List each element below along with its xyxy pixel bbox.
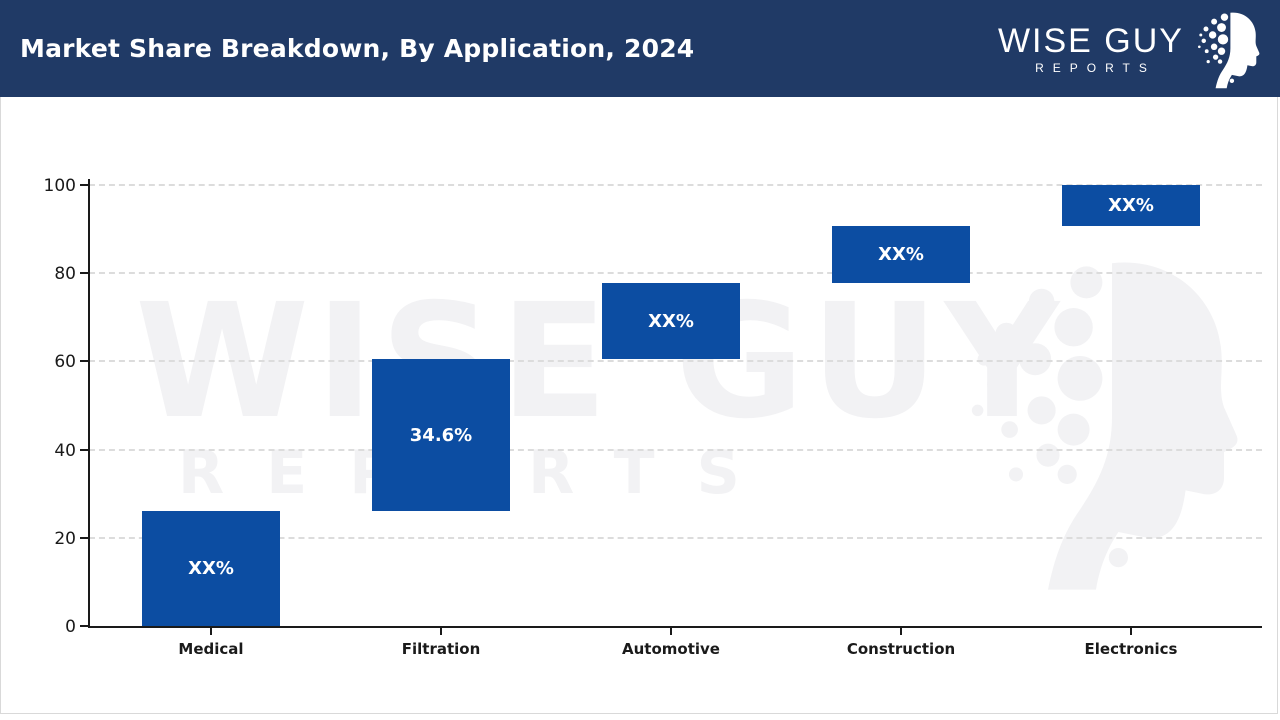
x-axis-line [88,626,1262,628]
y-axis-label-80: 80 [54,264,76,285]
bar-electronics: XX% [1062,185,1200,226]
gridline-20 [89,536,1262,539]
bar-value-label-medical: XX% [188,558,234,580]
x-tick-electronics [1130,628,1132,635]
y-axis-label-40: 40 [54,440,76,461]
bar-construction: XX% [832,225,970,284]
x-tick-construction [900,628,902,635]
y-tick-60 [80,360,88,363]
gridline-80 [89,272,1262,275]
x-axis-label-construction: Construction [846,640,956,658]
x-axis-label-medical: Medical [178,640,244,658]
y-axis-label-100: 100 [43,176,76,196]
y-tick-40 [80,448,88,451]
x-axis-label-automotive: Automotive [622,640,720,658]
bar-value-label-automotive: XX% [648,310,694,332]
page-title: Market Share Breakdown, By Application, … [20,34,695,63]
y-axis-label-20: 20 [54,528,76,549]
x-axis-label-filtration: Filtration [401,640,481,658]
bar-value-label-filtration: 34.6% [409,424,473,446]
y-tick-20 [80,536,88,539]
y-tick-80 [80,272,88,275]
y-tick-0 [80,625,88,627]
logo-wordmark: WISE GUY [997,21,1184,60]
bar-medical: XX% [142,511,280,626]
y-tick-100 [80,184,88,186]
gridline-100 [89,184,1262,186]
header-bar: Market Share Breakdown, By Application, … [0,0,1280,97]
y-axis-line [88,179,90,628]
x-tick-automotive [670,628,672,635]
gridline-40 [89,448,1262,451]
bar-filtration: 34.6% [372,358,510,512]
x-axis-label-electronics: Electronics [1084,640,1178,658]
logo-subtitle: REPORTS [1035,60,1156,75]
x-tick-medical [210,628,212,635]
y-axis-label-0: 0 [65,617,76,637]
wiseguy-logo-text: WISE GUY REPORTS [998,24,1184,74]
bar-value-label-construction: XX% [878,243,924,265]
wiseguy-logo: WISE GUY REPORTS [998,7,1260,91]
wiseguy-head-logo-icon [1197,12,1260,88]
x-tick-filtration [440,628,442,635]
bar-automotive: XX% [602,283,740,359]
bar-value-label-electronics: XX% [1108,194,1154,216]
y-axis-label-60: 60 [54,352,76,373]
gridline-60 [89,360,1262,363]
